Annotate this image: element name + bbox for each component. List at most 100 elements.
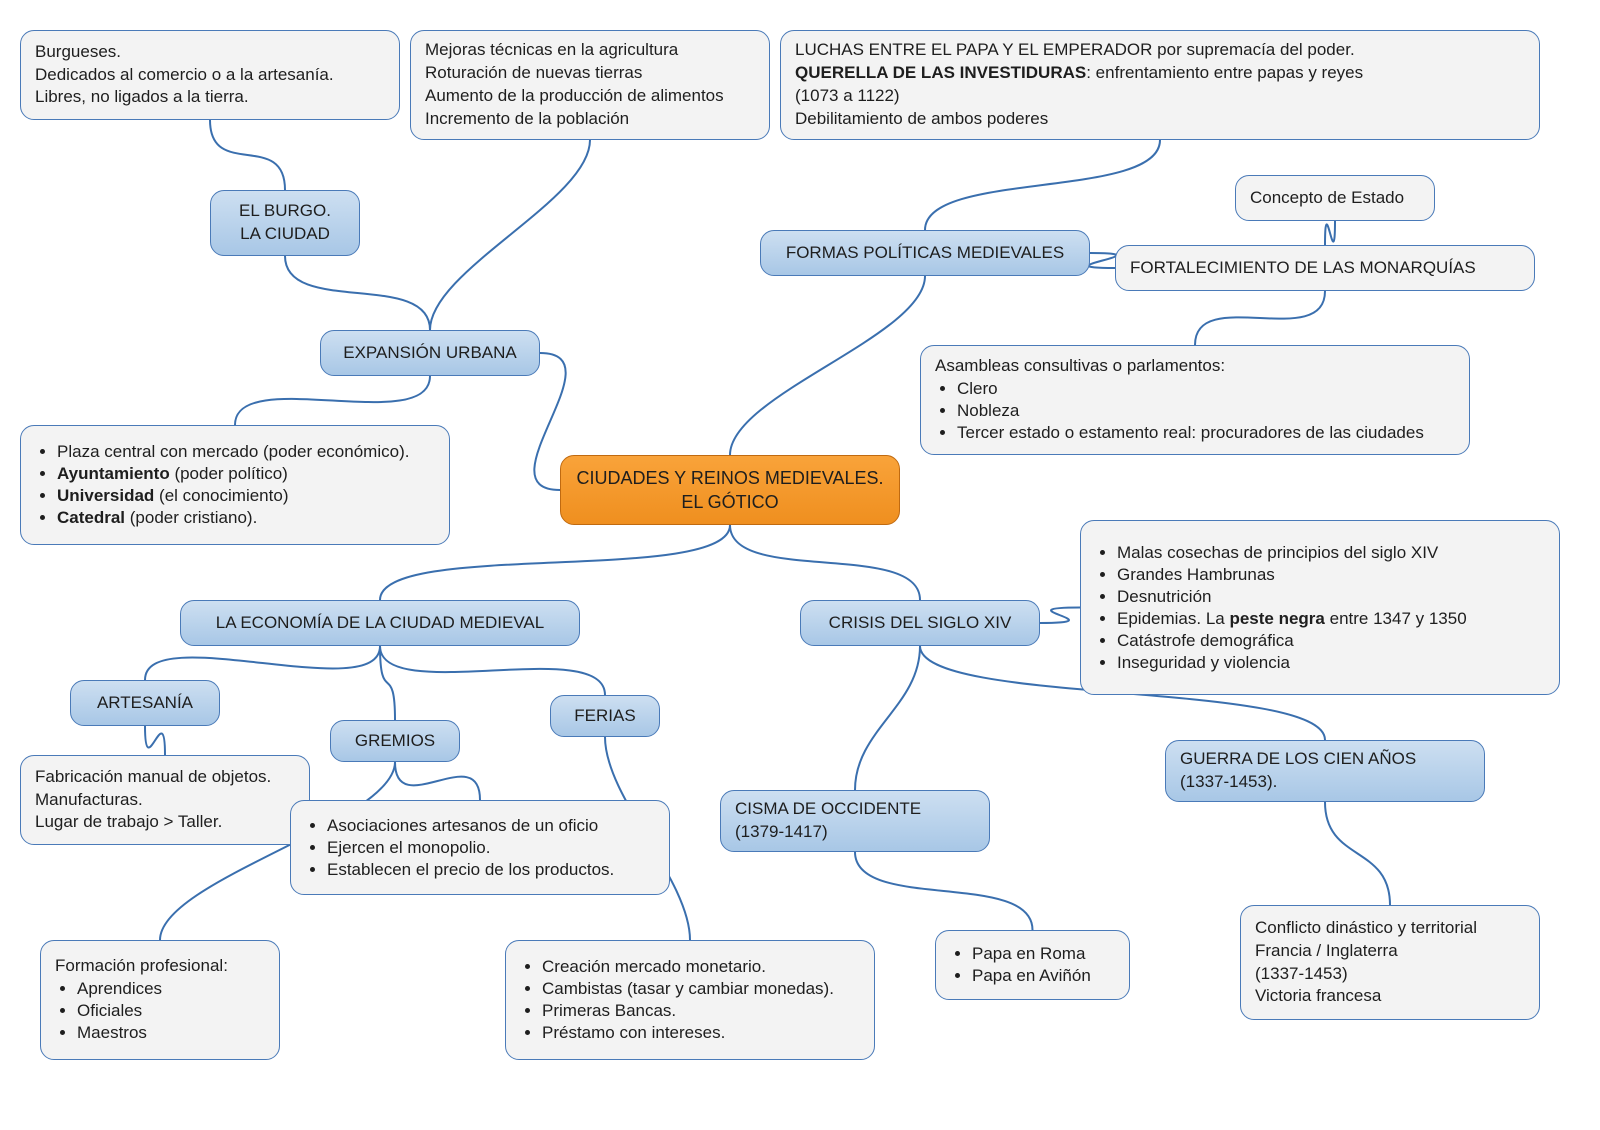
edge (380, 646, 605, 695)
bullet-item: Asociaciones artesanos de un oficio (327, 816, 614, 836)
text-line: Formación profesional: (55, 955, 228, 978)
text-line: FORMAS POLÍTICAS MEDIEVALES (786, 242, 1064, 265)
edge (1325, 802, 1390, 905)
edge (145, 726, 165, 755)
text-line: LA ECONOMÍA DE LA CIUDAD MEDIEVAL (216, 612, 544, 635)
bullet-item: Ayuntamiento (poder político) (57, 464, 409, 484)
bullet-item: Aprendices (77, 979, 162, 999)
node-crisis_det: Malas cosechas de principios del siglo X… (1080, 520, 1560, 695)
node-burgo: EL BURGO.LA CIUDAD (210, 190, 360, 256)
node-mercado: Creación mercado monetario.Cambistas (ta… (505, 940, 875, 1060)
text-line: Burgueses. (35, 41, 121, 64)
edge (380, 646, 395, 720)
bullet-list: CleroNoblezaTercer estado o estamento re… (935, 377, 1424, 445)
edge (1325, 221, 1335, 245)
text-line: (1337-1453) (1255, 963, 1348, 986)
bullet-item: Papa en Aviñón (972, 966, 1091, 986)
text-line: (1073 a 1122) (795, 85, 900, 108)
bullet-item: Desnutrición (1117, 587, 1467, 607)
text-line: GUERRA DE LOS CIEN AÑOS (1180, 748, 1416, 771)
bullet-list: Asociaciones artesanos de un oficioEjerc… (305, 814, 614, 882)
text-line: Debilitamiento de ambos poderes (795, 108, 1048, 131)
node-economia: LA ECONOMÍA DE LA CIUDAD MEDIEVAL (180, 600, 580, 646)
text-line: CIUDADES Y REINOS MEDIEVALES. (576, 466, 883, 490)
text-line: CRISIS DEL SIGLO XIV (829, 612, 1012, 635)
bullet-item: Clero (957, 379, 1424, 399)
text-line: EL GÓTICO (681, 490, 778, 514)
edge (730, 525, 920, 600)
edge (1089, 253, 1117, 268)
text-line: Victoria francesa (1255, 985, 1381, 1008)
edge (285, 256, 430, 330)
node-gremios: GREMIOS (330, 720, 460, 762)
node-ferias: FERIAS (550, 695, 660, 737)
edge (210, 120, 285, 190)
edge (1040, 608, 1080, 624)
text-line: QUERELLA DE LAS INVESTIDURAS: enfrentami… (795, 62, 1363, 85)
text-line: Fabricación manual de objetos. (35, 766, 271, 789)
bullet-item: Cambistas (tasar y cambiar monedas). (542, 979, 834, 999)
edge (855, 646, 920, 790)
bullet-list: AprendicesOficialesMaestros (55, 977, 162, 1045)
bullet-list: Plaza central con mercado (poder económi… (35, 440, 409, 530)
text-line: Concepto de Estado (1250, 187, 1404, 210)
text-line: EXPANSIÓN URBANA (343, 342, 517, 365)
text-line: Aumento de la producción de alimentos (425, 85, 724, 108)
text-line: FORTALECIMIENTO DE LAS MONARQUÍAS (1130, 257, 1476, 280)
node-crisis: CRISIS DEL SIGLO XIV (800, 600, 1040, 646)
node-mejoras: Mejoras técnicas en la agriculturaRotura… (410, 30, 770, 140)
edge (235, 376, 430, 425)
node-luchas: LUCHAS ENTRE EL PAPA Y EL EMPERADOR por … (780, 30, 1540, 140)
node-center: CIUDADES Y REINOS MEDIEVALES.EL GÓTICO (560, 455, 900, 525)
bullet-item: Epidemias. La peste negra entre 1347 y 1… (1117, 609, 1467, 629)
text-line: (1337-1453). (1180, 771, 1277, 794)
node-asambleas: Asambleas consultivas o parlamentos:Cler… (920, 345, 1470, 455)
text-line: CISMA DE OCCIDENTE (735, 798, 921, 821)
text-line: LUCHAS ENTRE EL PAPA Y EL EMPERADOR por … (795, 39, 1355, 62)
edge (1195, 291, 1325, 345)
text-line: Francia / Inglaterra (1255, 940, 1398, 963)
bullet-item: Grandes Hambrunas (1117, 565, 1467, 585)
text-line: (1379-1417) (735, 821, 828, 844)
bullet-item: Plaza central con mercado (poder económi… (57, 442, 409, 462)
bullet-item: Catástrofe demográfica (1117, 631, 1467, 651)
bullet-list: Malas cosechas de principios del siglo X… (1095, 541, 1467, 675)
text-line: Manufacturas. (35, 789, 143, 812)
bullet-item: Préstamo con intereses. (542, 1023, 834, 1043)
bullet-list: Papa en RomaPapa en Aviñón (950, 942, 1091, 988)
node-fabric: Fabricación manual de objetos.Manufactur… (20, 755, 310, 845)
node-concepto: Concepto de Estado (1235, 175, 1435, 221)
node-formas: FORMAS POLÍTICAS MEDIEVALES (760, 230, 1090, 276)
text-line: Asambleas consultivas o parlamentos: (935, 355, 1225, 378)
bullet-item: Primeras Bancas. (542, 1001, 834, 1021)
text-line: ARTESANÍA (97, 692, 193, 715)
bullet-item: Universidad (el conocimiento) (57, 486, 409, 506)
bullet-item: Malas cosechas de principios del siglo X… (1117, 543, 1467, 563)
text-line: Lugar de trabajo > Taller. (35, 811, 222, 834)
text-line: LA CIUDAD (240, 223, 330, 246)
bullet-item: Creación mercado monetario. (542, 957, 834, 977)
edge (395, 762, 480, 800)
text-line: Roturación de nuevas tierras (425, 62, 642, 85)
node-conflicto: Conflicto dinástico y territorialFrancia… (1240, 905, 1540, 1020)
bullet-item: Papa en Roma (972, 944, 1091, 964)
bullet-list: Creación mercado monetario.Cambistas (ta… (520, 955, 834, 1045)
node-plaza: Plaza central con mercado (poder económi… (20, 425, 450, 545)
text-line: Incremento de la población (425, 108, 629, 131)
edge (925, 140, 1160, 230)
bullet-item: Tercer estado o estamento real: procurad… (957, 423, 1424, 443)
bullet-item: Nobleza (957, 401, 1424, 421)
node-burgueses: Burgueses.Dedicados al comercio o a la a… (20, 30, 400, 120)
text-line: Dedicados al comercio o a la artesanía. (35, 64, 334, 87)
text-line: Mejoras técnicas en la agricultura (425, 39, 678, 62)
node-formacion: Formación profesional:AprendicesOficiale… (40, 940, 280, 1060)
node-artesania: ARTESANÍA (70, 680, 220, 726)
node-fortalec: FORTALECIMIENTO DE LAS MONARQUÍAS (1115, 245, 1535, 291)
node-papas: Papa en RomaPapa en Aviñón (935, 930, 1130, 1000)
edge (145, 646, 380, 680)
node-asoc: Asociaciones artesanos de un oficioEjerc… (290, 800, 670, 895)
node-cisma: CISMA DE OCCIDENTE(1379-1417) (720, 790, 990, 852)
text-line: EL BURGO. (239, 200, 331, 223)
text-line: Libres, no ligados a la tierra. (35, 86, 249, 109)
bullet-item: Inseguridad y violencia (1117, 653, 1467, 673)
